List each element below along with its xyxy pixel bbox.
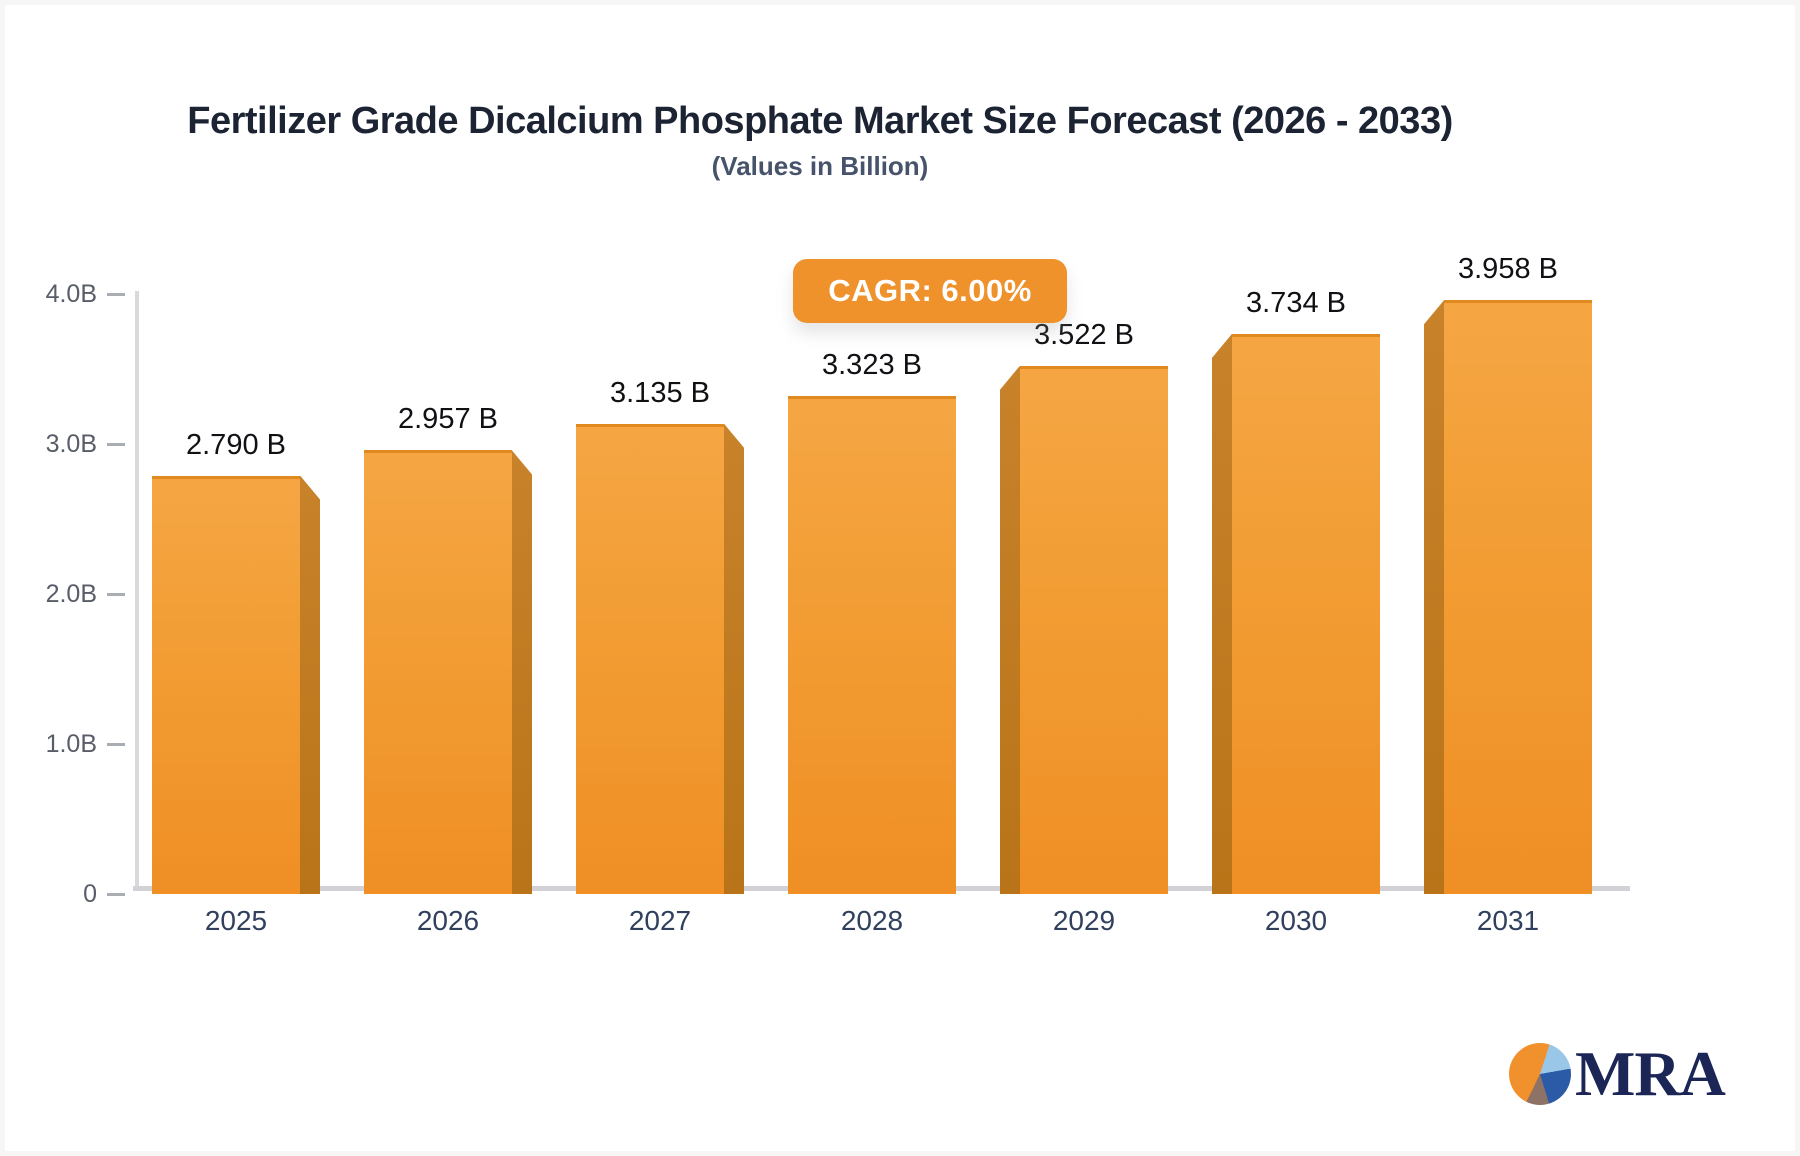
bar-value-label: 3.135 B (610, 376, 710, 409)
y-tick-label: 1.0B (45, 730, 97, 758)
cagr-badge-label: CAGR: 6.00% (828, 273, 1032, 308)
chart-title: Fertilizer Grade Dicalcium Phosphate Mar… (187, 100, 1453, 142)
y-tick-dash (107, 893, 125, 896)
bar-face (364, 450, 512, 894)
bar-side-face (1424, 300, 1444, 894)
bar-value-label: 2.790 B (186, 428, 286, 461)
bar-side-face (300, 475, 320, 894)
bar-value-label: 3.522 B (1034, 318, 1134, 351)
bar-value-label: 2.957 B (398, 403, 498, 436)
bar-2027 (576, 423, 744, 894)
y-tick-dash (107, 743, 125, 746)
mra-logo: MRA (1509, 1038, 1726, 1109)
y-tick-label: 3.0B (45, 430, 97, 458)
bar-face (152, 475, 300, 894)
bar-value-label: 3.734 B (1246, 286, 1346, 319)
bar-2030 (1212, 333, 1380, 894)
pie-chart-logo-icon (1509, 1043, 1571, 1105)
x-axis-label-2026: 2026 (416, 905, 480, 936)
bar-face (788, 395, 956, 894)
cagr-badge: CAGR: 6.00% (793, 259, 1067, 323)
bar-side-face (1000, 365, 1020, 894)
bar-side-face (1212, 333, 1232, 894)
bar-face (1020, 365, 1168, 894)
bar-2031 (1424, 300, 1592, 894)
x-axis-label-2030: 2030 (1264, 905, 1328, 936)
bar-2026 (364, 450, 532, 894)
bar-face (576, 423, 724, 894)
y-tick-dash (107, 593, 125, 596)
x-axis-label-2029: 2029 (1052, 905, 1116, 936)
bar-2029 (1000, 365, 1168, 894)
x-axis-label-2027: 2027 (628, 905, 692, 936)
bar-value-label: 3.958 B (1458, 253, 1558, 286)
y-tick-dash (107, 443, 125, 446)
bar-side-face (512, 450, 532, 894)
bar-side-face (724, 423, 744, 894)
y-axis-line (135, 291, 139, 889)
x-axis-label-2025: 2025 (204, 905, 268, 936)
logo-text: MRA (1575, 1038, 1726, 1109)
chart-card: Fertilizer Grade Dicalcium Phosphate Mar… (5, 5, 1795, 1151)
y-tick-label: 4.0B (45, 280, 97, 308)
bar-face (1232, 333, 1380, 894)
bar-2028 (788, 395, 956, 894)
x-axis-label-2031: 2031 (1476, 905, 1540, 936)
y-tick-label: 0 (83, 880, 97, 908)
bar-value-label: 3.323 B (822, 348, 922, 381)
y-tick-dash (107, 293, 125, 296)
bar-face (1444, 300, 1592, 894)
chart-subtitle: (Values in Billion) (711, 151, 929, 181)
x-axis-label-2028: 2028 (840, 905, 904, 936)
y-tick-label: 2.0B (45, 580, 97, 608)
bar-2025 (152, 475, 320, 894)
